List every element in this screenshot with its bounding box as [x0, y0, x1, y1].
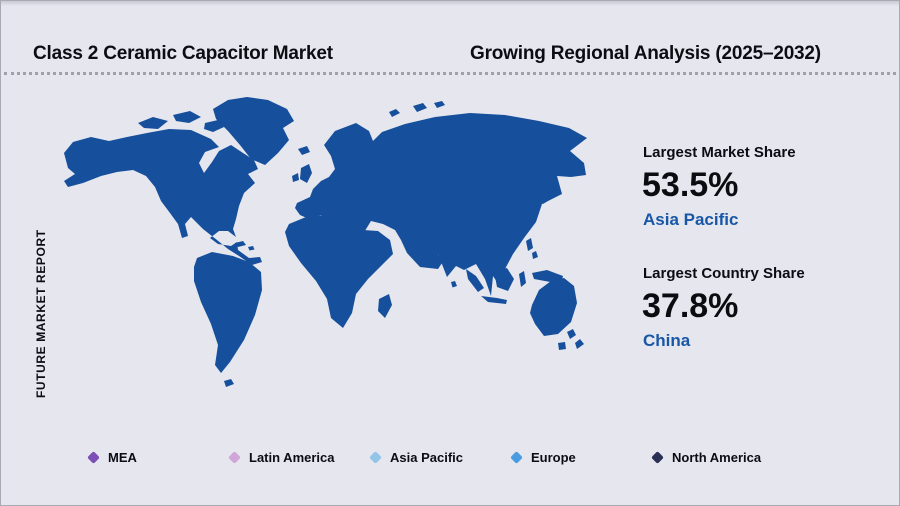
legend-label: Asia Pacific [390, 449, 463, 465]
legend-dot-icon [510, 450, 523, 464]
legend-item-asia-pacific: Asia Pacific [369, 448, 463, 466]
legend-label: North America [672, 449, 762, 465]
stat-country-share-region: China [643, 331, 691, 350]
world-map [64, 97, 587, 387]
world-map-landmass [64, 97, 587, 387]
legend-item-north-america: North America [651, 448, 762, 466]
legend-dot-icon [369, 450, 382, 464]
legend-item-latin-america: Latin America [228, 448, 335, 466]
stat-country-share-label: Largest Country Share [643, 265, 805, 282]
title-market: Class 2 Ceramic Capacitor Market [33, 43, 333, 64]
legend-dot-icon [228, 450, 241, 464]
legend-dot-icon [87, 450, 100, 464]
stat-market-share-value: 53.5% [642, 166, 739, 204]
top-edge-shading [1, 1, 899, 6]
stat-country-share-value: 37.8% [642, 287, 739, 325]
dotted-divider [4, 72, 896, 75]
legend-label: MEA [108, 449, 137, 465]
legend-label: Latin America [249, 449, 335, 465]
legend: MEA Latin America Asia Pacific Europe No… [1, 448, 899, 468]
stat-market-share-label: Largest Market Share [643, 144, 796, 161]
brand-vertical-text: FUTURE MARKET REPORT [34, 229, 48, 398]
legend-item-mea: MEA [87, 448, 137, 466]
legend-dot-icon [651, 450, 664, 464]
legend-item-europe: Europe [510, 448, 576, 466]
legend-label: Europe [531, 449, 576, 465]
stat-market-share-region: Asia Pacific [643, 210, 739, 229]
title-analysis: Growing Regional Analysis (2025–2032) [470, 43, 821, 64]
